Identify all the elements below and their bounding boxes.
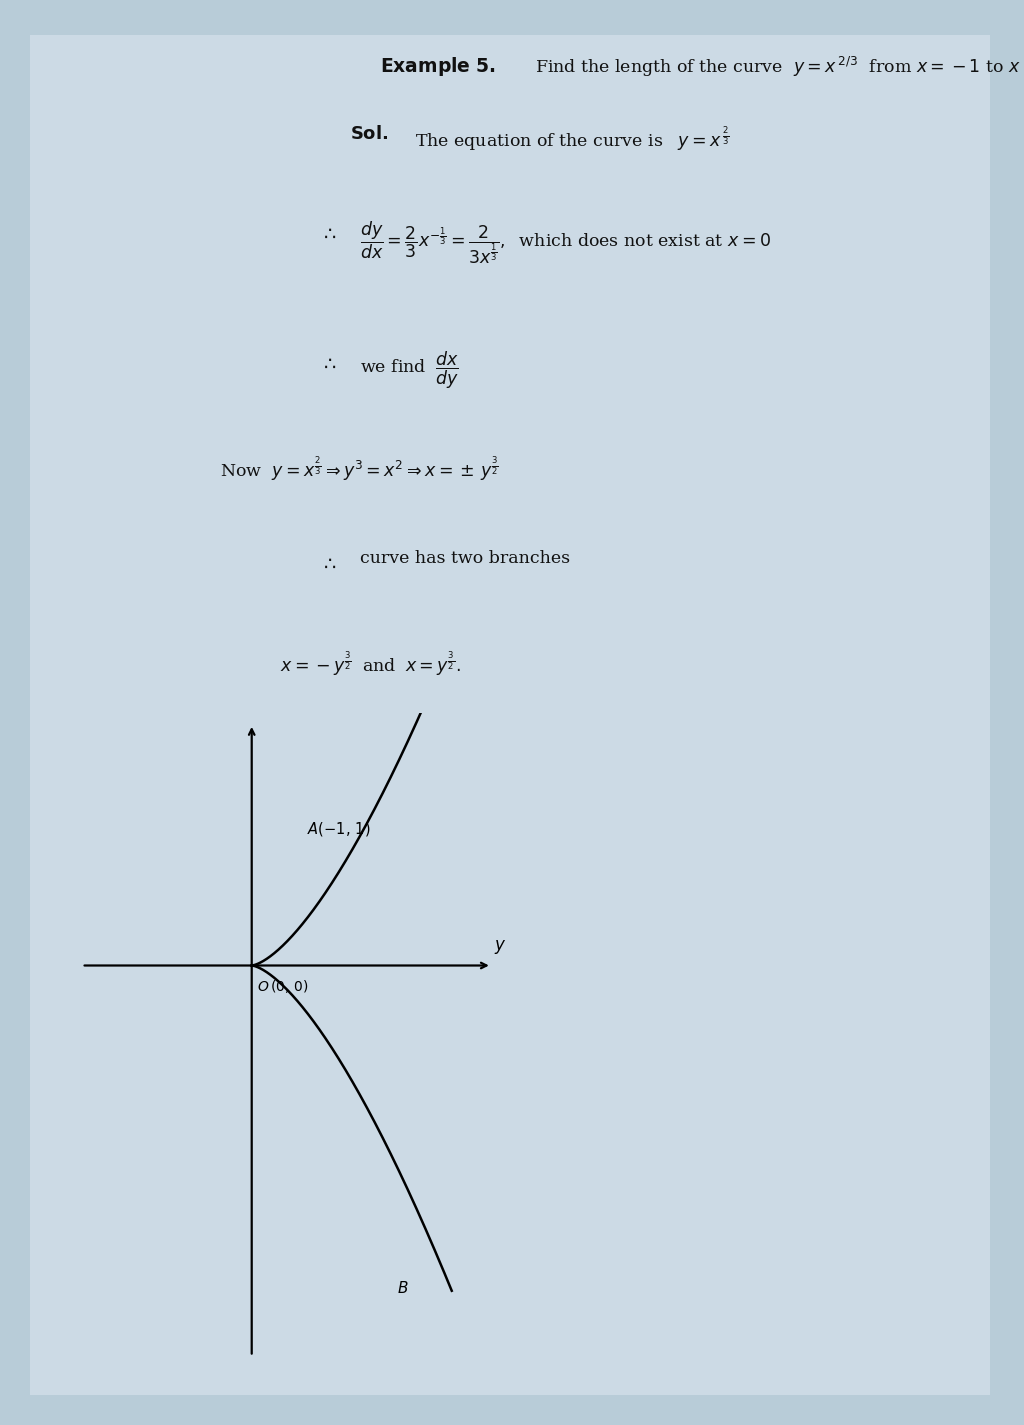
Text: $B$: $B$ xyxy=(396,1280,409,1297)
Text: we find $\;\dfrac{dx}{dy}$: we find $\;\dfrac{dx}{dy}$ xyxy=(360,351,459,392)
Text: $\mathbf{Sol.}$: $\mathbf{Sol.}$ xyxy=(350,125,388,142)
Text: $\mathbf{Example\ 5.}$: $\mathbf{Example\ 5.}$ xyxy=(380,56,496,78)
Text: $O\,(0,\,0)$: $O\,(0,\,0)$ xyxy=(257,978,308,995)
Text: $\therefore$: $\therefore$ xyxy=(319,355,337,373)
Text: Find the length of the curve  $y = x^{\,2/3}$  from $x=-1$ to $x=8.$: Find the length of the curve $y = x^{\,2… xyxy=(535,56,1024,80)
Text: $\therefore$: $\therefore$ xyxy=(319,554,337,573)
Text: $y$: $y$ xyxy=(494,938,506,956)
Text: curve has two branches: curve has two branches xyxy=(360,550,570,567)
Text: The equation of the curve is  $\;y = x^{\,\frac{2}{3}}$: The equation of the curve is $\;y = x^{\… xyxy=(415,125,730,152)
Text: $x = -y^{\frac{3}{2}}\;$ and $\;x = y^{\frac{3}{2}}.$: $x = -y^{\frac{3}{2}}\;$ and $\;x = y^{\… xyxy=(280,650,461,678)
Text: $\dfrac{dy}{dx} = \dfrac{2}{3}x^{-\frac{1}{3}} = \dfrac{2}{3x^{\frac{1}{3}}}$$,\: $\dfrac{dy}{dx} = \dfrac{2}{3}x^{-\frac{… xyxy=(360,219,771,266)
Text: $\therefore$: $\therefore$ xyxy=(319,225,337,244)
Text: Now  $y = x^{\frac{2}{3}} \Rightarrow y^3 = x^2 \Rightarrow x = \pm\, y^{\frac{3: Now $y = x^{\frac{2}{3}} \Rightarrow y^3… xyxy=(220,455,499,483)
FancyBboxPatch shape xyxy=(30,36,990,1395)
Text: $A(-1,\,1)$: $A(-1,\,1)$ xyxy=(307,819,371,838)
